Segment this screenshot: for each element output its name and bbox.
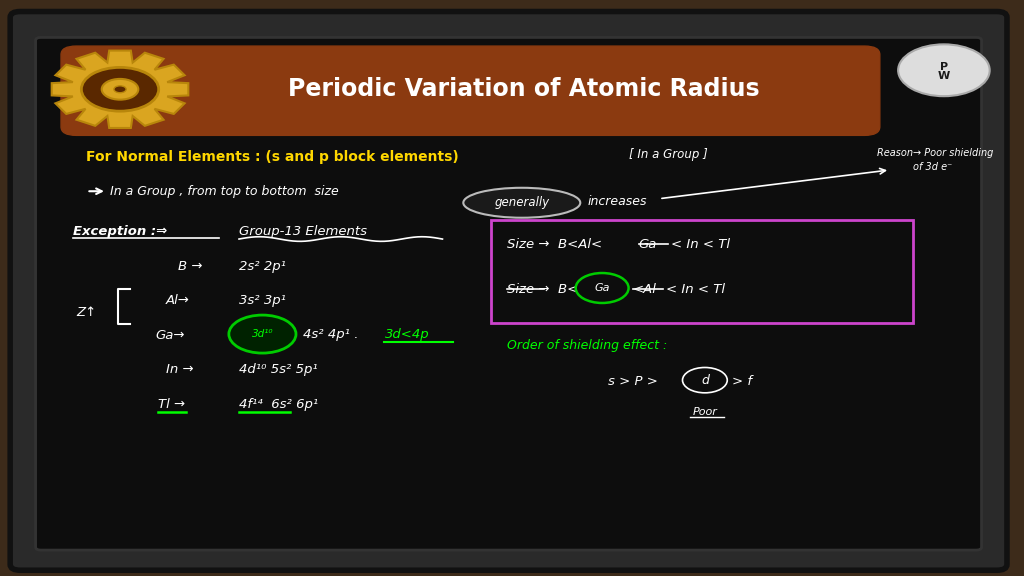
- Text: In a Group , from top to bottom  size: In a Group , from top to bottom size: [110, 185, 339, 198]
- Text: 3s² 3p¹: 3s² 3p¹: [239, 294, 286, 307]
- Text: Al→: Al→: [166, 294, 189, 307]
- Text: <Al: <Al: [633, 283, 656, 295]
- Text: Exception :⇒: Exception :⇒: [74, 225, 168, 238]
- Text: W: W: [938, 71, 950, 81]
- Text: 2s² 2p¹: 2s² 2p¹: [239, 260, 286, 272]
- Text: Periodic Variation of Atomic Radius: Periodic Variation of Atomic Radius: [288, 77, 760, 101]
- Polygon shape: [51, 51, 188, 128]
- Text: d: d: [701, 374, 709, 386]
- Text: Size →  B<Al<: Size → B<Al<: [507, 238, 602, 251]
- Text: of 3d e⁻: of 3d e⁻: [913, 162, 952, 172]
- Text: Poor: Poor: [692, 407, 718, 417]
- Text: 4s² 4p¹ .: 4s² 4p¹ .: [303, 328, 358, 340]
- Text: For Normal Elements : (s and p block elements): For Normal Elements : (s and p block ele…: [86, 150, 459, 164]
- Text: 3d¹⁰: 3d¹⁰: [252, 329, 273, 339]
- FancyBboxPatch shape: [61, 46, 880, 135]
- Circle shape: [898, 44, 989, 96]
- Text: generally: generally: [495, 196, 549, 209]
- Text: Group-13 Elements: Group-13 Elements: [239, 225, 367, 238]
- Text: Reason→ Poor shielding: Reason→ Poor shielding: [877, 147, 993, 158]
- Text: P: P: [940, 62, 948, 73]
- Text: increases: increases: [588, 195, 647, 208]
- Circle shape: [575, 273, 629, 303]
- Circle shape: [114, 86, 126, 93]
- FancyBboxPatch shape: [36, 37, 982, 550]
- Text: Size →  B<: Size → B<: [507, 283, 578, 295]
- Text: In →: In →: [166, 363, 194, 376]
- Text: B →: B →: [178, 260, 203, 272]
- Text: Ga: Ga: [639, 238, 657, 251]
- Text: 4f¹⁴  6s² 6p¹: 4f¹⁴ 6s² 6p¹: [239, 398, 318, 411]
- Text: Z↑: Z↑: [76, 306, 96, 319]
- Text: Ga→: Ga→: [156, 329, 185, 342]
- Text: < In < Tl: < In < Tl: [672, 238, 730, 251]
- Circle shape: [81, 67, 159, 111]
- Circle shape: [228, 315, 296, 353]
- Ellipse shape: [463, 188, 581, 218]
- Text: Ga: Ga: [594, 283, 610, 293]
- Text: Order of shielding effect :: Order of shielding effect :: [507, 339, 667, 352]
- Text: < In < Tl: < In < Tl: [667, 283, 725, 295]
- Text: Tl →: Tl →: [158, 398, 184, 411]
- Text: s > P >: s > P >: [608, 375, 658, 388]
- FancyBboxPatch shape: [10, 12, 1007, 570]
- Text: > f: > f: [732, 375, 753, 388]
- Text: 4d¹⁰ 5s² 5p¹: 4d¹⁰ 5s² 5p¹: [239, 363, 317, 376]
- Circle shape: [101, 79, 138, 100]
- Text: [ In a Group ]: [ In a Group ]: [629, 148, 708, 161]
- Text: 3d<4p: 3d<4p: [384, 328, 429, 340]
- Circle shape: [683, 367, 727, 393]
- FancyBboxPatch shape: [492, 220, 913, 323]
